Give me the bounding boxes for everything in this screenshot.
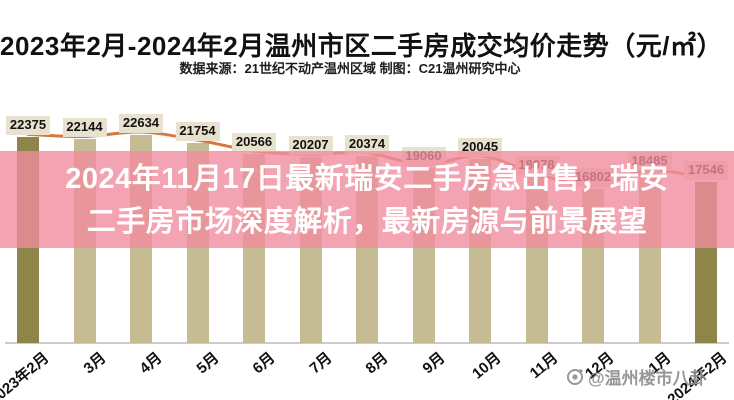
x-axis-line (5, 342, 729, 344)
watermark: @温州楼市八卦 (566, 364, 707, 389)
value-label: 22144 (62, 118, 107, 138)
overlay-banner-text: 2024年11月17日最新瑞安二手房急出售，瑞安 二手房市场深度解析，最新房源与… (0, 151, 734, 244)
value-label: 21754 (175, 122, 220, 142)
value-label: 20566 (231, 132, 277, 152)
banner-line-2: 二手房市场深度解析，最新房源与前景展望 (86, 206, 648, 238)
camera-lens-icon (566, 368, 584, 386)
x-axis-label: 2023年2月 (0, 349, 53, 400)
chart-source-credit: 数据来源：21世纪不动产温州区域 制图：C21温州研究中心 (179, 61, 521, 76)
value-label: 22375 (5, 116, 51, 136)
banner-line-1: 2024年11月17日最新瑞安二手房急出售，瑞安 (65, 163, 669, 195)
overlay-banner: 2024年11月17日最新瑞安二手房急出售，瑞安 二手房市场深度解析，最新房源与… (0, 151, 734, 248)
chart-title: 2023年2月-2024年2月温州市区二手房成交均价走势（元/㎡） (0, 31, 723, 61)
watermark-text: @温州楼市八卦 (588, 369, 707, 388)
value-label: 22634 (118, 113, 164, 133)
